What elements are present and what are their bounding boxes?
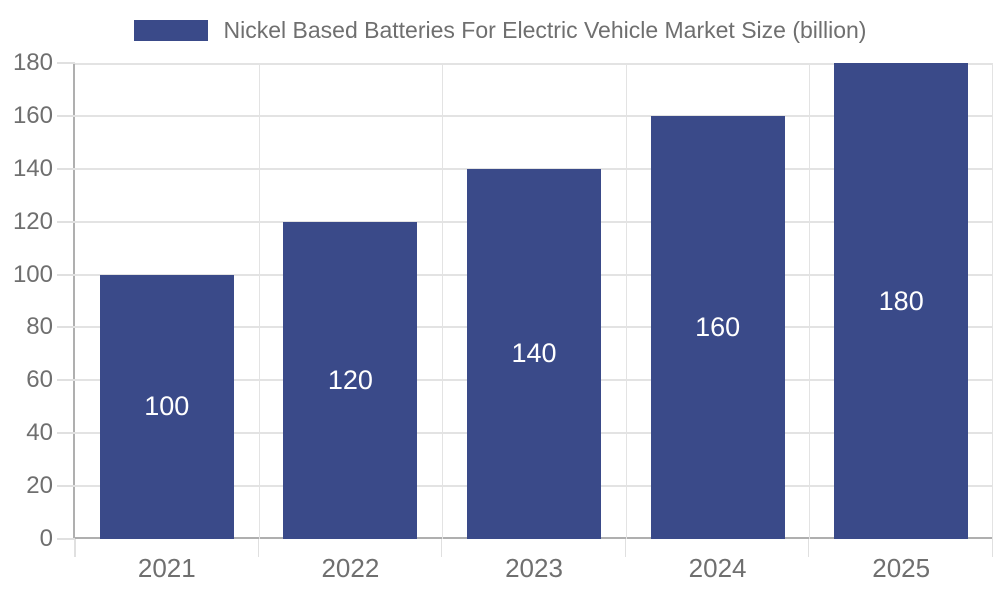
bar: 140 [467,168,601,539]
y-axis-tick-label: 100 [12,260,53,288]
bar-value-label: 100 [144,391,190,422]
y-axis-tick-label: 80 [26,313,53,341]
x-axis-category-label: 2024 [688,553,747,583]
gridline-vertical [259,63,260,539]
bar-value-label: 120 [327,364,373,395]
bar: 100 [99,274,234,539]
y-axis-tick-label: 160 [12,101,53,129]
gridline-vertical [992,63,993,539]
y-axis-tick [57,326,75,329]
y-axis-tick [57,432,75,435]
x-axis-tick [74,539,76,557]
bar: 160 [650,115,785,539]
bar: 120 [283,221,418,539]
x-axis-tick [992,539,993,557]
gridline-vertical [809,63,810,539]
y-axis-line [73,63,75,539]
y-axis-tick [57,62,75,64]
y-axis-tick [57,485,75,488]
x-axis-tick [258,539,259,557]
y-axis-tick [57,538,75,540]
plot-area: 100 120 140 160 180 [75,63,993,539]
legend-label: Nickel Based Batteries For Electric Vehi… [223,17,867,43]
legend-swatch [133,20,208,41]
y-axis-tick-label: 180 [12,49,53,76]
y-axis-tick-label: 120 [12,207,53,235]
y-axis-tick [57,273,75,276]
x-axis-tick [625,539,626,557]
x-axis-category-label: 2021 [137,553,196,583]
gridline-horizontal [75,63,993,65]
gridline-horizontal [75,114,993,117]
y-axis-tick [57,167,75,170]
y-axis-tick-label: 20 [26,472,53,500]
gridline-vertical [442,63,443,539]
bar-value-label: 160 [695,311,741,342]
x-axis-category-label: 2022 [321,553,380,583]
bar-value-label: 180 [878,285,924,316]
gridline-vertical [626,63,627,539]
y-axis-tick [57,220,75,223]
bar: 180 [834,63,969,539]
x-axis-category-label: 2023 [505,553,563,583]
bar-value-label: 140 [511,338,557,369]
x-axis-tick [441,539,442,557]
y-axis-tick-label: 60 [26,366,53,394]
y-axis-tick [57,114,75,117]
y-axis-tick [57,379,75,382]
x-axis-tick [808,539,809,557]
legend: Nickel Based Batteries For Electric Vehi… [0,17,1000,44]
x-axis-category-label: 2025 [872,553,931,583]
y-axis-tick-label: 140 [12,154,53,182]
y-axis-tick-label: 40 [26,419,53,447]
y-axis-tick-label: 0 [39,525,53,552]
